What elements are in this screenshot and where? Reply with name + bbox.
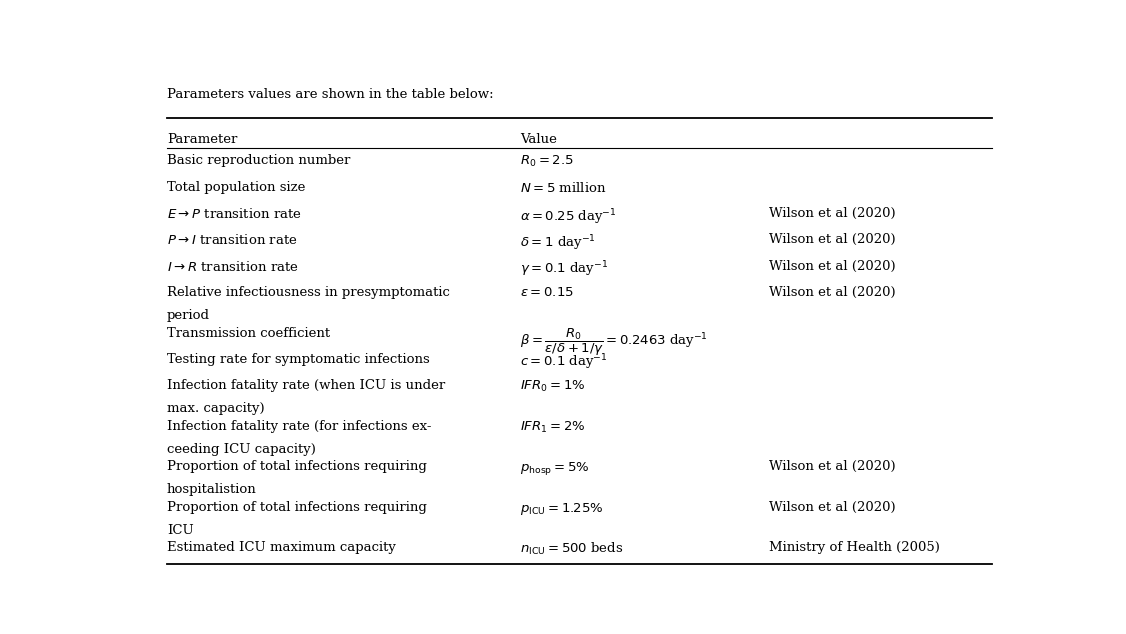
Text: Wilson et al (2020): Wilson et al (2020) xyxy=(769,501,895,514)
Text: Wilson et al (2020): Wilson et al (2020) xyxy=(769,460,895,473)
Text: $\gamma = 0.1$ day$^{-1}$: $\gamma = 0.1$ day$^{-1}$ xyxy=(520,260,608,279)
Text: Estimated ICU maximum capacity: Estimated ICU maximum capacity xyxy=(167,541,396,554)
Text: Total population size: Total population size xyxy=(167,181,305,193)
Text: hospitalistion: hospitalistion xyxy=(167,484,257,496)
Text: Wilson et al (2020): Wilson et al (2020) xyxy=(769,260,895,273)
Text: $\beta = \dfrac{R_0}{\epsilon/\delta+1/\gamma} = 0.2463$ day$^{-1}$: $\beta = \dfrac{R_0}{\epsilon/\delta+1/\… xyxy=(520,327,708,358)
Text: $p_{\mathrm{hosp}} = 5\%$: $p_{\mathrm{hosp}} = 5\%$ xyxy=(520,460,590,477)
Text: Wilson et al (2020): Wilson et al (2020) xyxy=(769,207,895,220)
Text: $IFR_1 = 2\%$: $IFR_1 = 2\%$ xyxy=(520,420,586,435)
Text: $E \rightarrow P$ transition rate: $E \rightarrow P$ transition rate xyxy=(167,207,302,221)
Text: ceeding ICU capacity): ceeding ICU capacity) xyxy=(167,443,315,456)
Text: Parameters values are shown in the table below:: Parameters values are shown in the table… xyxy=(167,88,493,101)
Text: Value: Value xyxy=(520,133,557,146)
Text: Basic reproduction number: Basic reproduction number xyxy=(167,154,350,167)
Text: Wilson et al (2020): Wilson et al (2020) xyxy=(769,233,895,246)
Text: max. capacity): max. capacity) xyxy=(167,403,265,415)
Text: Infection fatality rate (for infections ex-: Infection fatality rate (for infections … xyxy=(167,420,431,433)
Text: Parameter: Parameter xyxy=(167,133,238,146)
Text: Ministry of Health (2005): Ministry of Health (2005) xyxy=(769,541,940,554)
Text: Proportion of total infections requiring: Proportion of total infections requiring xyxy=(167,501,427,514)
Text: Proportion of total infections requiring: Proportion of total infections requiring xyxy=(167,460,427,473)
Text: $\delta = 1$ day$^{-1}$: $\delta = 1$ day$^{-1}$ xyxy=(520,233,596,253)
Text: Testing rate for symptomatic infections: Testing rate for symptomatic infections xyxy=(167,353,430,366)
Text: period: period xyxy=(167,309,209,322)
Text: $I \rightarrow R$ transition rate: $I \rightarrow R$ transition rate xyxy=(167,260,298,274)
Text: Infection fatality rate (when ICU is under: Infection fatality rate (when ICU is und… xyxy=(167,379,445,392)
Text: $IFR_0 = 1\%$: $IFR_0 = 1\%$ xyxy=(520,379,586,394)
Text: $p_{\mathrm{ICU}} = 1.25\%$: $p_{\mathrm{ICU}} = 1.25\%$ xyxy=(520,501,604,517)
Text: $N = 5$ million: $N = 5$ million xyxy=(520,181,607,195)
Text: $P \rightarrow I$ transition rate: $P \rightarrow I$ transition rate xyxy=(167,233,297,247)
Text: Wilson et al (2020): Wilson et al (2020) xyxy=(769,286,895,299)
Text: $n_{\mathrm{ICU}} = 500$ beds: $n_{\mathrm{ICU}} = 500$ beds xyxy=(520,541,624,557)
Text: $c = 0.1$ day$^{-1}$: $c = 0.1$ day$^{-1}$ xyxy=(520,353,608,373)
Text: Relative infectiousness in presymptomatic: Relative infectiousness in presymptomati… xyxy=(167,286,449,299)
Text: $\epsilon = 0.15$: $\epsilon = 0.15$ xyxy=(520,286,574,299)
Text: Transmission coefficient: Transmission coefficient xyxy=(167,327,330,340)
Text: $R_0 = 2.5$: $R_0 = 2.5$ xyxy=(520,154,574,169)
Text: ICU: ICU xyxy=(167,524,194,537)
Text: $\alpha = 0.25$ day$^{-1}$: $\alpha = 0.25$ day$^{-1}$ xyxy=(520,207,617,226)
